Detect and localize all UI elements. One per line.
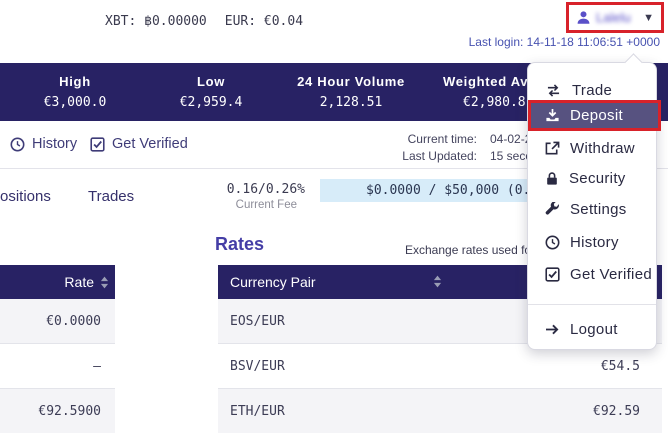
- pair-cell: BSV/EUR: [230, 358, 285, 374]
- fee-volume-usage: $0.0000 / $50,000 (0.00%): [320, 179, 570, 202]
- rate-cell: —: [93, 358, 101, 374]
- account-balances: XBT: ฿0.00000 EUR: €0.04: [105, 14, 321, 29]
- menu-item-label: Deposit: [570, 107, 623, 124]
- stat-low: Low €2,959.4: [151, 74, 271, 110]
- menubar-get-verified-link[interactable]: Get Verified: [90, 136, 188, 152]
- menu-item-logout[interactable]: Logout: [528, 314, 656, 344]
- stat-volume: 24 Hour Volume 2,128.51: [271, 74, 431, 110]
- table-row: €92.5900: [0, 389, 115, 433]
- menu-item-history[interactable]: History: [528, 227, 656, 257]
- menubar-history-label: History: [32, 136, 78, 152]
- lock-icon: [547, 171, 557, 185]
- menu-item-get-verified[interactable]: Get Verified: [528, 259, 656, 289]
- current-time-label: Current time:: [407, 131, 477, 146]
- menu-item-label: Trade: [572, 81, 613, 99]
- menubar-get-verified-label: Get Verified: [112, 136, 188, 152]
- stat-value: €2,959.4: [179, 95, 243, 110]
- stat-value: 2,128.51: [319, 95, 383, 110]
- stat-label: Low: [196, 74, 226, 89]
- menu-divider: [528, 304, 656, 305]
- current-fee-value: 0.16/0.26%: [226, 182, 305, 197]
- stat-label: 24 Hour Volume: [297, 74, 405, 89]
- withdraw-icon: [545, 141, 560, 154]
- rates-subtitle: Exchange rates used for: [405, 243, 536, 257]
- stat-label: High: [59, 74, 91, 89]
- menu-item-settings[interactable]: Settings: [528, 194, 656, 224]
- rate-column-header[interactable]: Rate: [0, 265, 115, 299]
- menu-item-label: Logout: [570, 320, 618, 338]
- stat-value: €3,000.0: [43, 95, 107, 110]
- table-row: BSV/EUR €54.5: [218, 344, 662, 389]
- check-square-icon: [545, 266, 560, 282]
- clock-icon: [545, 235, 560, 249]
- user-dropdown-menu: Trade Deposit Withdraw Security: [527, 53, 661, 350]
- tab-positions[interactable]: Positions: [0, 188, 51, 205]
- deposit-icon: [546, 108, 559, 122]
- rate-table: Rate €0.0000 — €92.5900: [0, 265, 115, 433]
- menu-item-trade[interactable]: Trade: [528, 75, 656, 105]
- sort-icon[interactable]: [433, 275, 442, 288]
- rate-cell: €92.5900: [38, 403, 101, 419]
- eur-balance: EUR: €0.04: [224, 14, 304, 29]
- menu-item-label: Get Verified: [570, 265, 652, 283]
- pair-cell: ETH/EUR: [230, 403, 285, 419]
- tab-trades[interactable]: Trades: [88, 188, 135, 205]
- last-login-text: Last login: 14-11-18 11:06:51 +0000: [468, 35, 660, 49]
- current-fee-label: Current Fee: [235, 199, 297, 211]
- table-row: €0.0000: [0, 299, 115, 344]
- rate-header-label: Rate: [64, 274, 94, 290]
- rate-cell: €92.59: [593, 403, 640, 419]
- table-row: ETH/EUR €92.59: [218, 389, 662, 433]
- menu-item-label: Withdraw: [570, 139, 635, 157]
- menu-item-label: History: [570, 233, 619, 251]
- menu-item-label: Settings: [570, 200, 627, 218]
- logout-arrow-icon: [546, 324, 559, 334]
- rates-title: Rates: [215, 234, 265, 254]
- stat-value: €2,980.8: [463, 95, 526, 110]
- menu-item-security[interactable]: Security: [528, 163, 656, 193]
- menu-item-label: Security: [569, 169, 626, 187]
- table-row: —: [0, 344, 115, 389]
- trade-icon: [547, 83, 560, 97]
- user-name: Lalelu: [596, 10, 631, 25]
- sort-icon[interactable]: [100, 276, 109, 289]
- check-square-icon: [90, 136, 105, 152]
- xbt-balance: XBT: ฿0.00000: [105, 14, 207, 29]
- menubar-history-link[interactable]: History: [10, 136, 77, 152]
- clock-icon: [10, 137, 25, 151]
- pair-cell: EOS/EUR: [230, 313, 285, 329]
- user-menu-button[interactable]: Lalelu ▼: [566, 2, 664, 33]
- wrench-icon: [545, 201, 559, 214]
- rate-cell: €0.0000: [46, 313, 101, 329]
- dropdown-caret: [624, 53, 643, 72]
- last-updated-label: Last Updated:: [402, 148, 477, 163]
- menu-item-withdraw[interactable]: Withdraw: [528, 133, 656, 163]
- currency-pair-header-label: Currency Pair: [230, 274, 316, 290]
- caret-down-icon: ▼: [643, 11, 654, 24]
- stat-high: High €3,000.0: [15, 74, 135, 110]
- menu-item-deposit[interactable]: Deposit: [528, 100, 661, 131]
- rate-cell: €54.5: [600, 358, 640, 374]
- user-icon: [577, 11, 590, 24]
